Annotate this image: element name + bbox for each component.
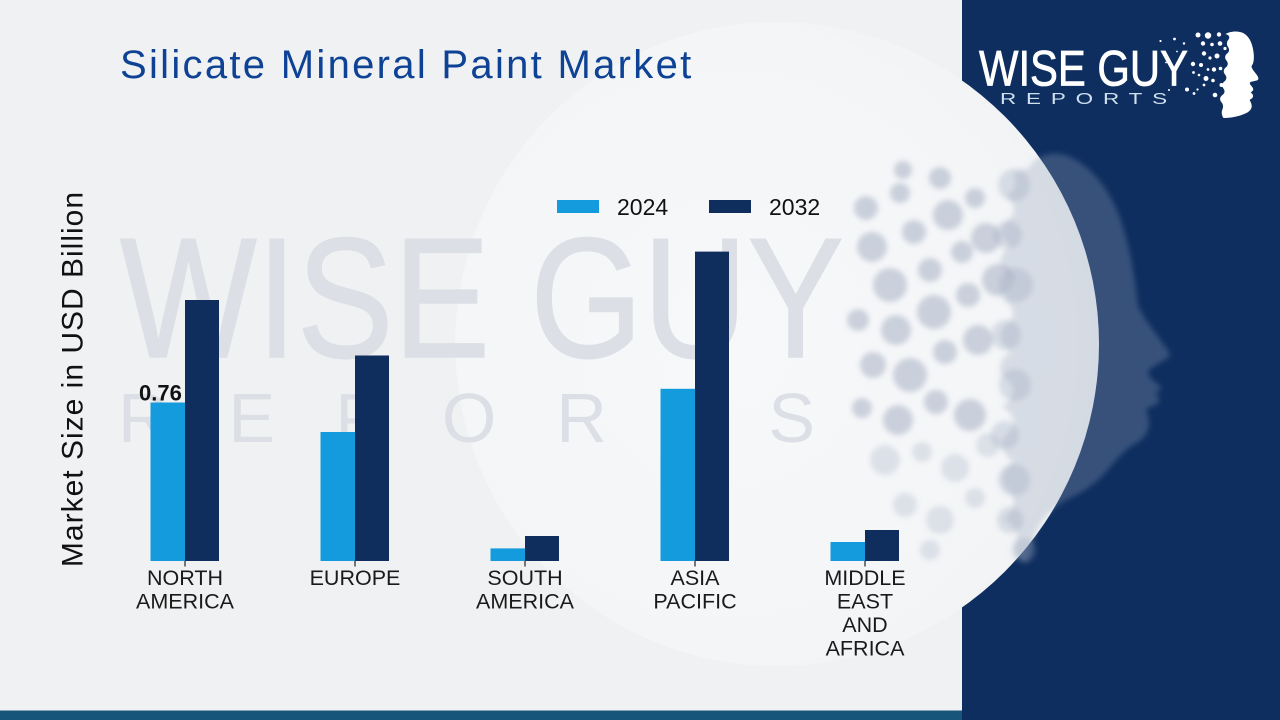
svg-text:EUROPE: EUROPE — [310, 566, 401, 590]
svg-text:WISE GUY: WISE GUY — [120, 203, 844, 394]
svg-text:2032: 2032 — [769, 194, 820, 220]
svg-text:WISE GUY: WISE GUY — [979, 41, 1188, 97]
svg-text:REPORTS: REPORTS — [1000, 91, 1177, 108]
svg-text:2024: 2024 — [617, 194, 668, 220]
svg-text:Market Size in USD Billion: Market Size in USD Billion — [57, 191, 90, 567]
svg-text:REPORTS: REPORTS — [118, 379, 875, 457]
svg-text:0.76: 0.76 — [139, 381, 182, 406]
svg-text:Silicate Mineral Paint Market: Silicate Mineral Paint Market — [120, 43, 694, 87]
